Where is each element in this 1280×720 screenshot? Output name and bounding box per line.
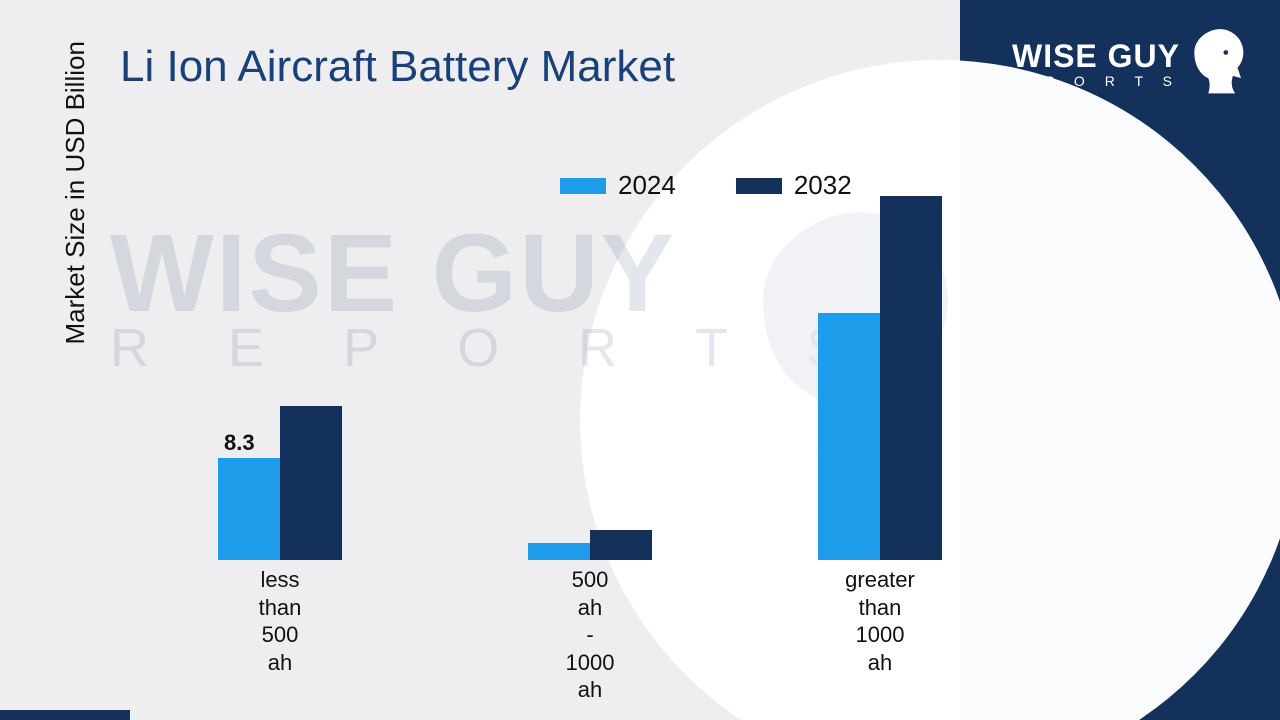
category-label: lessthan500ah (200, 566, 360, 676)
category-label: 500ah-1000ah (510, 566, 670, 704)
chart-title: Li Ion Aircraft Battery Market (120, 42, 675, 92)
head-icon (1190, 28, 1250, 98)
brand-panel (960, 0, 1280, 720)
category-label: greaterthan1000ah (800, 566, 960, 676)
brand-logo: WISE GUY R E P O R T S (986, 28, 1250, 98)
bar: 8.3 (218, 458, 280, 560)
bar (880, 196, 942, 560)
bar-value-label: 8.3 (224, 430, 255, 456)
bar (280, 406, 342, 560)
bar-group: 500ah-1000ah (510, 190, 670, 560)
bar-pair: 8.3 (200, 190, 360, 560)
chart-card: WISE GUY R E P O R T S WISE GUY R E P O … (0, 0, 1280, 720)
bar (590, 530, 652, 560)
bar-group: greaterthan1000ah (800, 190, 960, 560)
bar-pair (510, 190, 670, 560)
y-axis-label: Market Size in USD Billion (60, 41, 91, 344)
bar-group: 8.3lessthan500ah (200, 190, 360, 560)
bar-chart: 2024 2032 8.3lessthan500ah500ah-1000ahgr… (100, 190, 960, 560)
bar (818, 313, 880, 560)
decorative-strip (0, 710, 130, 720)
bar-groups: 8.3lessthan500ah 500ah-1000ah greaterthan1… (100, 190, 960, 560)
brand-name: WISE GUY (986, 38, 1180, 75)
bar (528, 543, 590, 560)
brand-sub: R E P O R T S (986, 73, 1180, 89)
bar-pair (800, 190, 960, 560)
